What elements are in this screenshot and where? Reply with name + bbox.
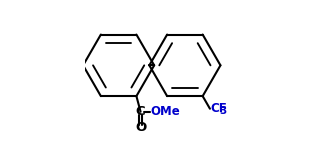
Text: O: O (135, 121, 146, 134)
Text: CF: CF (210, 102, 227, 115)
Text: OMe: OMe (151, 105, 180, 118)
Text: C: C (136, 105, 145, 118)
Text: 3: 3 (219, 106, 226, 116)
